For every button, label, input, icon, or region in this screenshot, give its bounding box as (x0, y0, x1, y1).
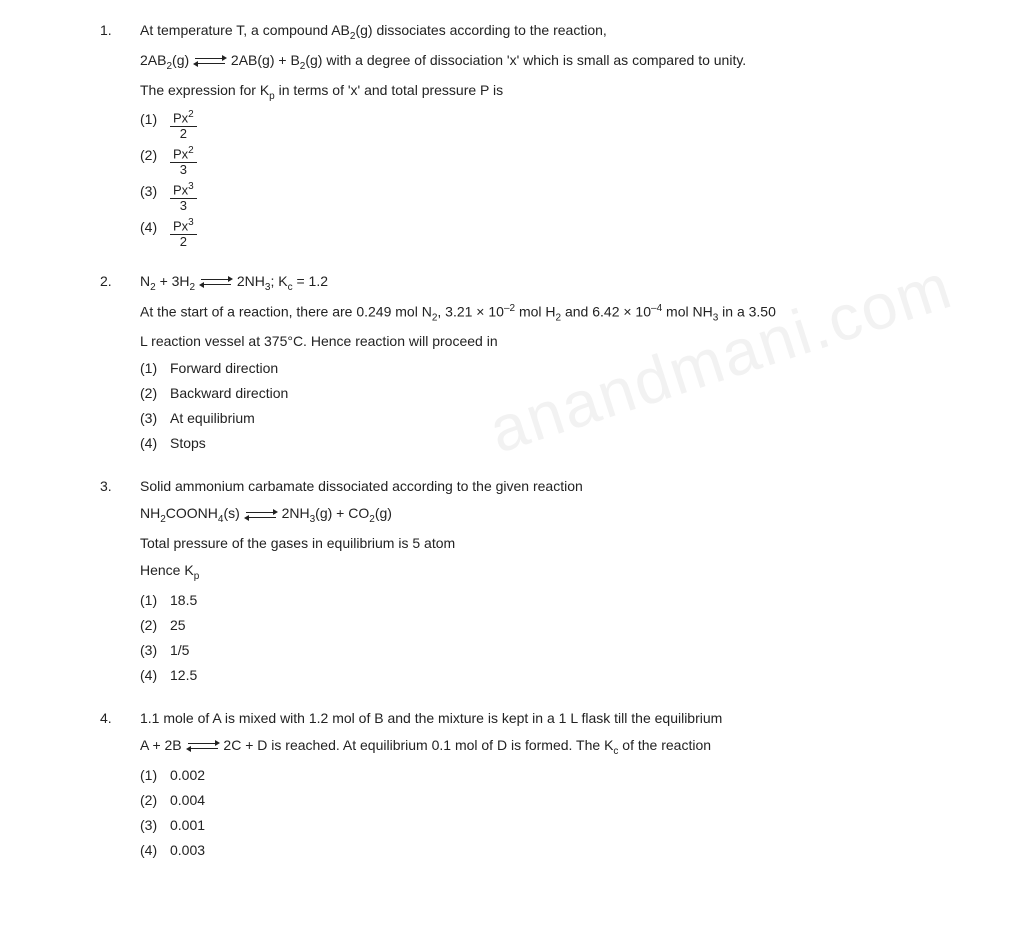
option-text: Px23 (170, 145, 964, 177)
option-label: (4) (140, 665, 170, 686)
option: (4) Px32 (140, 217, 964, 249)
question-number: 1. (100, 20, 140, 253)
option: (2)25 (140, 615, 964, 636)
question-stem-line: At the start of a reaction, there are 0.… (140, 301, 964, 325)
option: (3) Px33 (140, 181, 964, 213)
option-label: (2) (140, 615, 170, 636)
question-stem-line: At temperature T, a compound AB2(g) diss… (140, 20, 964, 44)
question-1: 1. At temperature T, a compound AB2(g) d… (100, 20, 964, 253)
option-label: (3) (140, 815, 170, 836)
question-stem-line: 2AB2(g) 2AB(g) + B2(g) with a degree of … (140, 50, 964, 74)
option-label: (2) (140, 790, 170, 811)
option-text: Px32 (170, 217, 964, 249)
option-label: (4) (140, 433, 170, 454)
question-stem-line: 1.1 mole of A is mixed with 1.2 mol of B… (140, 708, 964, 729)
question-stem-line: NH2COONH4(s) 2NH3(g) + CO2(g) (140, 503, 964, 527)
question-body: N2 + 3H2 2NH3; Kc = 1.2 At the start of … (140, 271, 964, 458)
option: (1)Forward direction (140, 358, 964, 379)
option-label: (3) (140, 640, 170, 661)
question-stem-line: A + 2B 2C + D is reached. At equilibrium… (140, 735, 964, 759)
question-4: 4. 1.1 mole of A is mixed with 1.2 mol o… (100, 708, 964, 865)
question-stem-line: L reaction vessel at 375°C. Hence reacti… (140, 331, 964, 352)
option: (2)0.004 (140, 790, 964, 811)
option-text: 1/5 (170, 640, 964, 661)
options-list: (1)0.002 (2)0.004 (3)0.001 (4)0.003 (140, 765, 964, 861)
option: (1) Px22 (140, 109, 964, 141)
option-label: (4) (140, 217, 170, 249)
option-text: Px22 (170, 109, 964, 141)
question-stem-line: The expression for Kp in terms of 'x' an… (140, 80, 964, 104)
option-text: Stops (170, 433, 964, 454)
question-2: 2. N2 + 3H2 2NH3; Kc = 1.2 At the start … (100, 271, 964, 458)
option-label: (1) (140, 765, 170, 786)
option-label: (2) (140, 383, 170, 404)
option: (4)12.5 (140, 665, 964, 686)
option-label: (3) (140, 181, 170, 213)
question-number: 2. (100, 271, 140, 458)
option: (3)0.001 (140, 815, 964, 836)
option-text: 25 (170, 615, 964, 636)
option-label: (1) (140, 590, 170, 611)
option-label: (3) (140, 408, 170, 429)
option: (3)At equilibrium (140, 408, 964, 429)
option-text: 0.002 (170, 765, 964, 786)
question-3: 3. Solid ammonium carbamate dissociated … (100, 476, 964, 690)
document-content: 1. At temperature T, a compound AB2(g) d… (100, 20, 964, 865)
question-number: 3. (100, 476, 140, 690)
option: (2)Backward direction (140, 383, 964, 404)
option-label: (4) (140, 840, 170, 861)
option-text: At equilibrium (170, 408, 964, 429)
question-stem-line: Hence Kp (140, 560, 964, 584)
option-label: (1) (140, 109, 170, 141)
option-text: 0.004 (170, 790, 964, 811)
option-label: (2) (140, 145, 170, 177)
option: (1)18.5 (140, 590, 964, 611)
option: (4)Stops (140, 433, 964, 454)
question-stem-line: Solid ammonium carbamate dissociated acc… (140, 476, 964, 497)
question-body: At temperature T, a compound AB2(g) diss… (140, 20, 964, 253)
question-body: Solid ammonium carbamate dissociated acc… (140, 476, 964, 690)
option: (4)0.003 (140, 840, 964, 861)
options-list: (1) Px22 (2) Px23 (3) Px33 (4) Px32 (140, 109, 964, 249)
option: (3)1/5 (140, 640, 964, 661)
question-number: 4. (100, 708, 140, 865)
option-text: Forward direction (170, 358, 964, 379)
option-text: 18.5 (170, 590, 964, 611)
option-text: 12.5 (170, 665, 964, 686)
options-list: (1)18.5 (2)25 (3)1/5 (4)12.5 (140, 590, 964, 686)
option-text: 0.003 (170, 840, 964, 861)
question-stem-line: N2 + 3H2 2NH3; Kc = 1.2 (140, 271, 964, 295)
option: (1)0.002 (140, 765, 964, 786)
question-body: 1.1 mole of A is mixed with 1.2 mol of B… (140, 708, 964, 865)
option-text: Backward direction (170, 383, 964, 404)
option: (2) Px23 (140, 145, 964, 177)
option-label: (1) (140, 358, 170, 379)
options-list: (1)Forward direction (2)Backward directi… (140, 358, 964, 454)
option-text: 0.001 (170, 815, 964, 836)
question-stem-line: Total pressure of the gases in equilibri… (140, 533, 964, 554)
option-text: Px33 (170, 181, 964, 213)
